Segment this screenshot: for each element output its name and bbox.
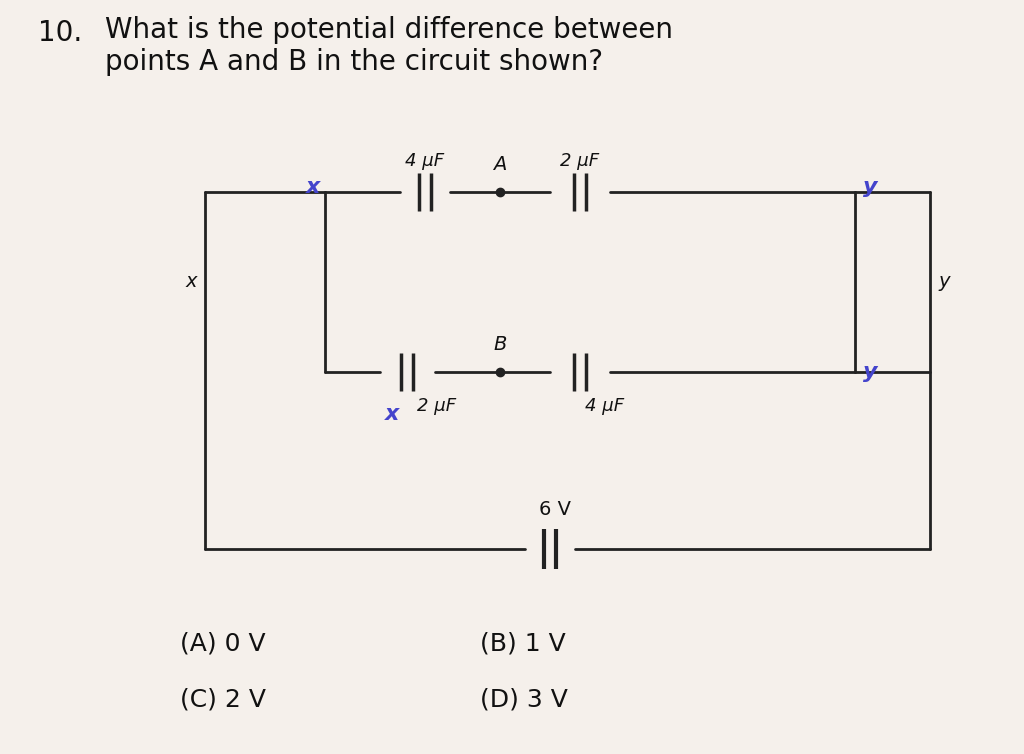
Text: 2 μF: 2 μF xyxy=(418,397,457,415)
Text: y: y xyxy=(863,177,878,197)
Text: x: x xyxy=(385,404,399,424)
Text: (D) 3 V: (D) 3 V xyxy=(480,687,568,711)
Text: 10.: 10. xyxy=(38,19,82,47)
Text: 4 μF: 4 μF xyxy=(585,397,624,415)
Text: x: x xyxy=(185,272,197,292)
Text: A: A xyxy=(494,155,507,174)
Text: B: B xyxy=(494,335,507,354)
Text: x: x xyxy=(305,177,319,197)
Text: y: y xyxy=(938,272,949,292)
Text: 6 V: 6 V xyxy=(539,500,571,519)
Text: y: y xyxy=(863,362,878,382)
Text: (C) 2 V: (C) 2 V xyxy=(180,687,266,711)
Text: 2 μF: 2 μF xyxy=(560,152,600,170)
Text: (B) 1 V: (B) 1 V xyxy=(480,632,565,656)
Text: (A) 0 V: (A) 0 V xyxy=(180,632,265,656)
Text: What is the potential difference between
points A and B in the circuit shown?: What is the potential difference between… xyxy=(105,16,673,76)
Text: 4 μF: 4 μF xyxy=(406,152,444,170)
